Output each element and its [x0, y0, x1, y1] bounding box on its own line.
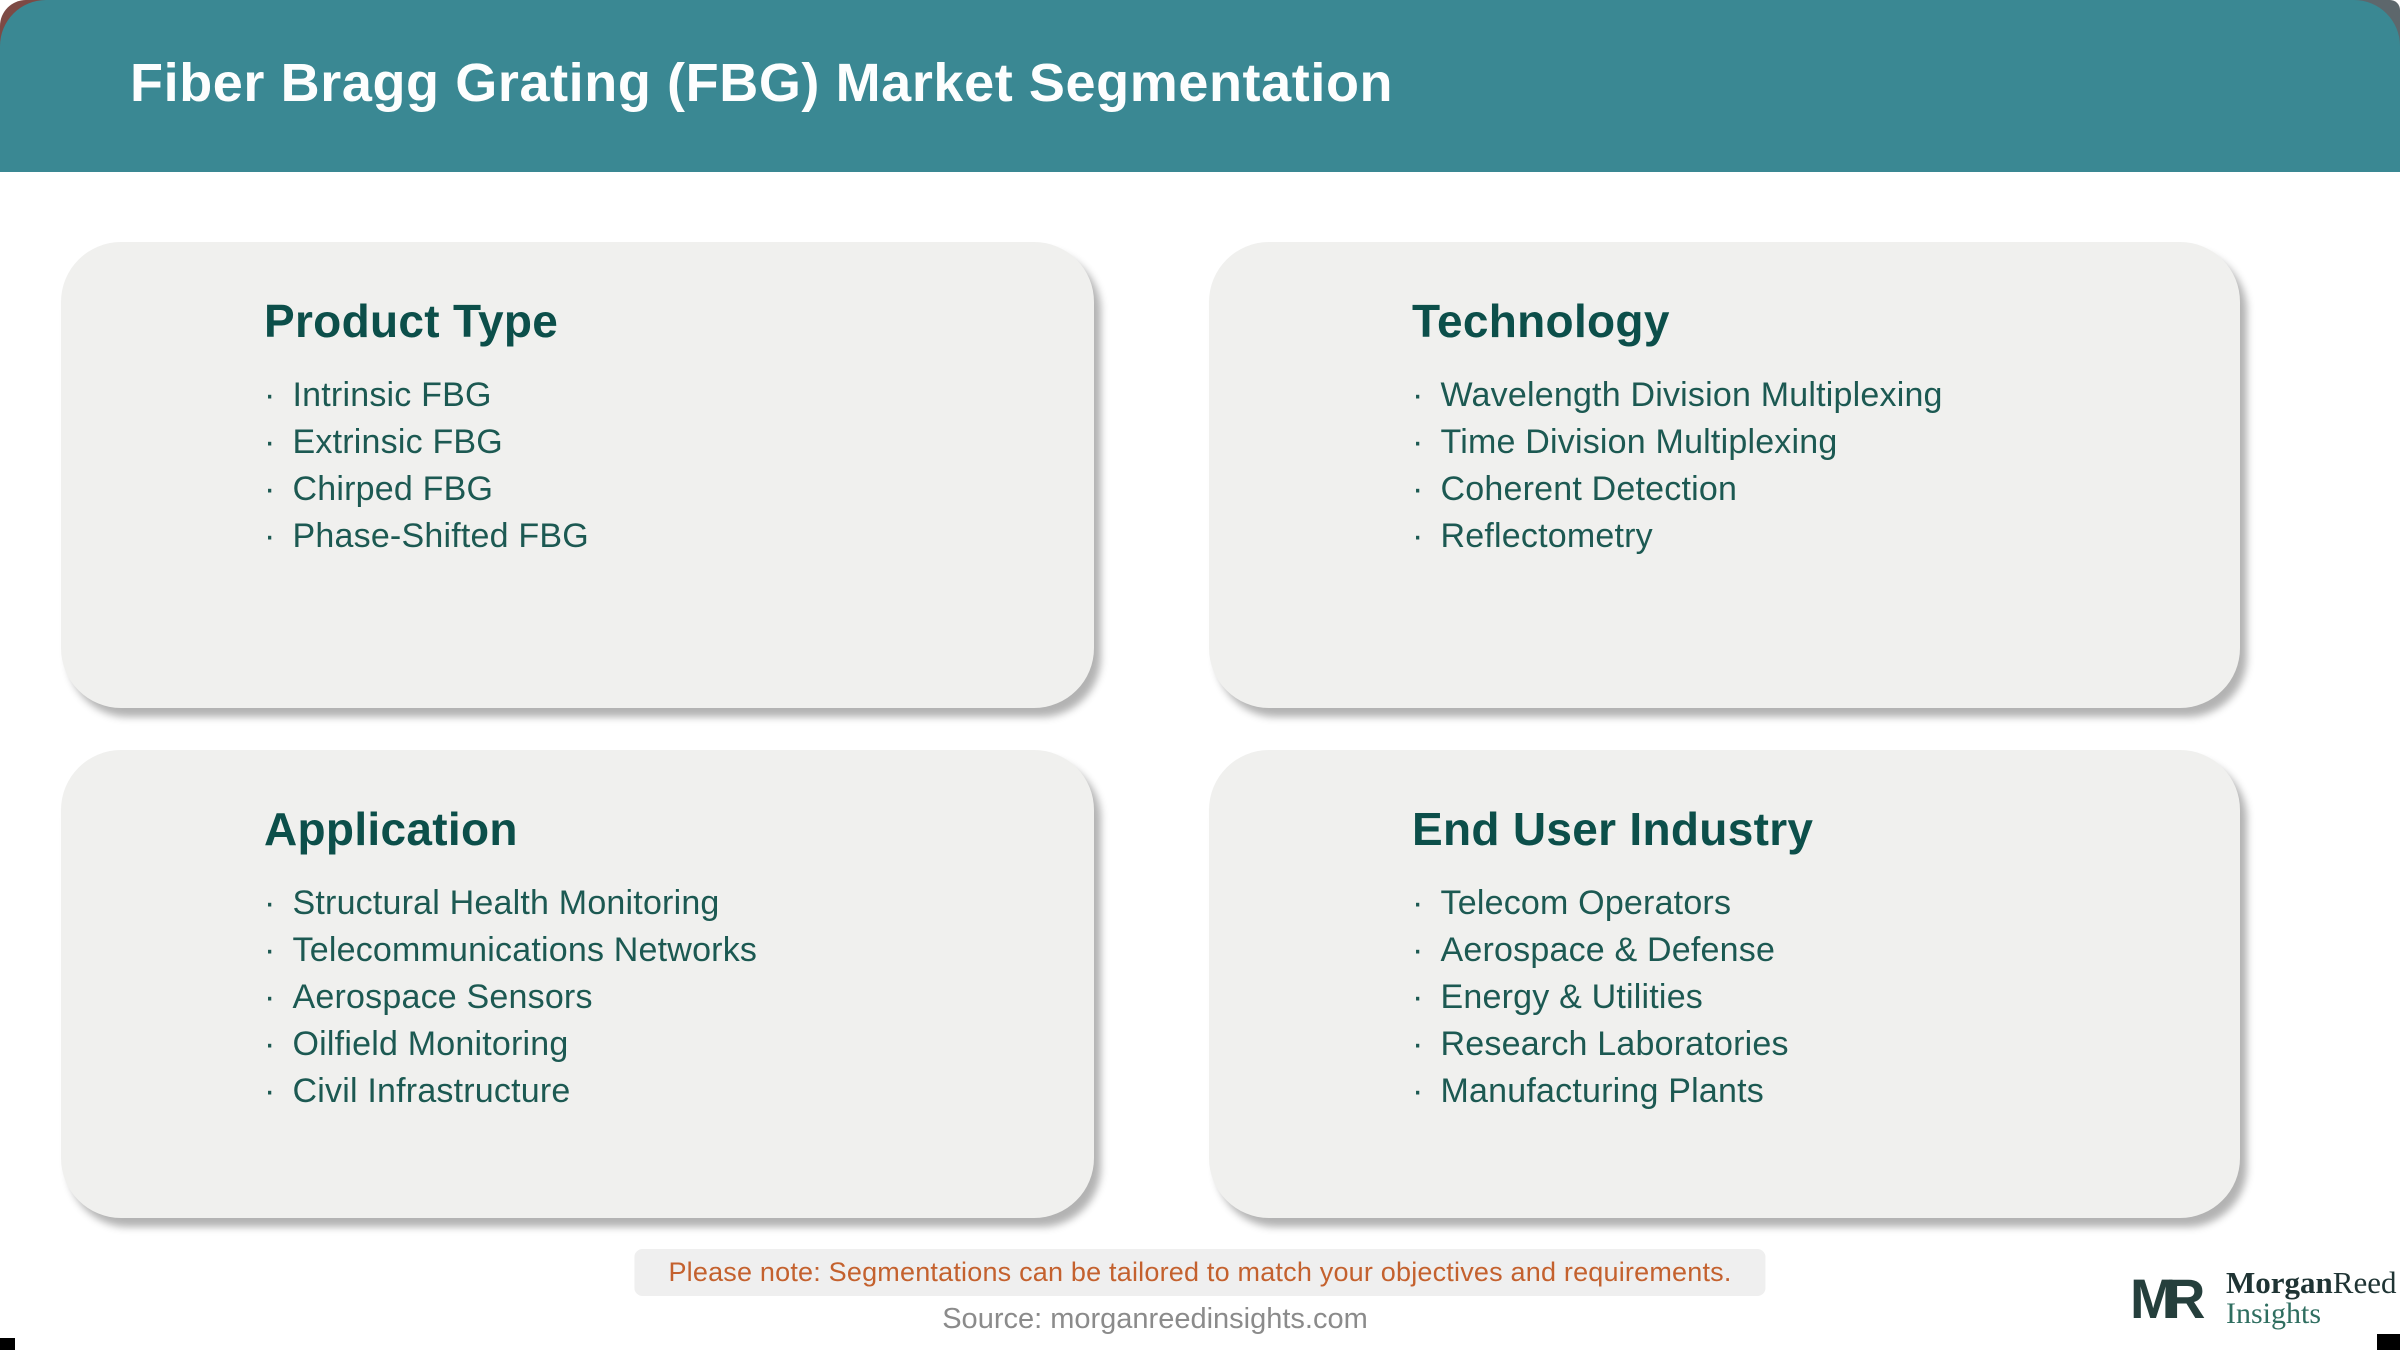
bullet-icon: ·	[1412, 376, 1424, 414]
item-label: Aerospace & Defense	[1440, 931, 1776, 969]
item-label: Manufacturing Plants	[1440, 1072, 1764, 1110]
list-item: · Chirped FBG	[264, 466, 1054, 513]
item-label: Structural Health Monitoring	[292, 884, 720, 922]
list-item: · Civil Infrastructure	[264, 1068, 1054, 1115]
list-item: · Coherent Detection	[1412, 466, 2200, 513]
item-label: Intrinsic FBG	[292, 376, 492, 414]
item-label: Reflectometry	[1440, 517, 1653, 555]
card-title: Product Type	[264, 295, 559, 347]
bullet-icon: ·	[264, 376, 276, 414]
card-title: End User Industry	[1412, 803, 1814, 855]
svg-text:M: M	[2130, 1271, 2176, 1327]
list-item: · Intrinsic FBG	[264, 372, 1054, 419]
item-label: Civil Infrastructure	[292, 1072, 571, 1110]
bullet-icon: ·	[264, 931, 276, 969]
bullet-icon: ·	[1412, 1072, 1424, 1110]
item-label: Telecom Operators	[1440, 884, 1732, 922]
scan-artifact-bottom-left	[0, 1338, 15, 1350]
bullet-icon: ·	[264, 423, 276, 461]
list-item: · Wavelength Division Multiplexing	[1412, 372, 2200, 419]
list-item: · Energy & Utilities	[1412, 974, 2200, 1021]
bullet-icon: ·	[1412, 931, 1424, 969]
card-product-type: Product Type · Intrinsic FBG · Extrinsic F…	[61, 242, 1094, 708]
bullet-icon: ·	[264, 470, 276, 508]
item-label: Telecommunications Networks	[292, 931, 758, 969]
list-item: · Aerospace Sensors	[264, 974, 1054, 1021]
logo-tagline: Insights	[2226, 1297, 2322, 1330]
card-item-list: · Telecom Operators · Aerospace & Defense …	[1412, 880, 2200, 1115]
list-item: · Manufacturing Plants	[1412, 1068, 2200, 1115]
item-label: Time Division Multiplexing	[1440, 423, 1838, 461]
item-label: Coherent Detection	[1440, 470, 1738, 508]
item-label: Oilfield Monitoring	[292, 1025, 569, 1063]
card-application: Application · Structural Health Monitorin…	[61, 750, 1094, 1218]
card-item-list: · Wavelength Division Multiplexing · Time …	[1412, 372, 2200, 560]
item-label: Wavelength Division Multiplexing	[1440, 376, 1943, 414]
list-item: · Telecommunications Networks	[264, 927, 1054, 974]
list-item: · Research Laboratories	[1412, 1021, 2200, 1068]
bullet-icon: ·	[264, 1025, 276, 1063]
bullet-icon: ·	[1412, 470, 1424, 508]
list-item: · Oilfield Monitoring	[264, 1021, 1054, 1068]
note-banner: Please note: Segmentations can be tailor…	[634, 1249, 1766, 1296]
bullet-icon: ·	[1412, 517, 1424, 555]
bullet-icon: ·	[264, 978, 276, 1016]
card-item-list: · Intrinsic FBG · Extrinsic FBG · Chirped F…	[264, 372, 1054, 560]
item-label: Phase-Shifted FBG	[292, 517, 589, 555]
bullet-icon: ·	[1412, 1025, 1424, 1063]
bullet-icon: ·	[264, 884, 276, 922]
source-text: Source: morganreedinsights.com	[942, 1303, 1368, 1335]
logo-wordmark: MorganReed Insights	[2226, 1265, 2397, 1330]
header-bar: Fiber Bragg Grating (FBG) Market Segment…	[0, 0, 2400, 172]
card-title: Technology	[1412, 295, 1670, 347]
list-item: · Reflectometry	[1412, 513, 2200, 560]
item-label: Chirped FBG	[292, 470, 494, 508]
morganreed-monogram-icon: M R	[2130, 1271, 2205, 1327]
card-title: Application	[264, 803, 518, 855]
card-end-user-industry: End User Industry · Telecom Operators · Ae…	[1209, 750, 2240, 1218]
list-item: · Phase-Shifted FBG	[264, 513, 1054, 560]
item-label: Energy & Utilities	[1440, 978, 1703, 1016]
page-title: Fiber Bragg Grating (FBG) Market Segment…	[130, 53, 1394, 113]
bullet-icon: ·	[264, 517, 276, 555]
list-item: · Telecom Operators	[1412, 880, 2200, 927]
bullet-icon: ·	[1412, 978, 1424, 1016]
logo-name: MorganReed	[2226, 1265, 2397, 1300]
bullet-icon: ·	[1412, 423, 1424, 461]
card-technology: Technology · Wavelength Division Multiple…	[1209, 242, 2240, 708]
card-item-list: · Structural Health Monitoring · Telecommu…	[264, 880, 1054, 1115]
scan-artifact-bottom-right	[2377, 1334, 2400, 1350]
item-label: Extrinsic FBG	[292, 423, 503, 461]
list-item: · Aerospace & Defense	[1412, 927, 2200, 974]
list-item: · Extrinsic FBG	[264, 419, 1054, 466]
item-label: Research Laboratories	[1440, 1025, 1789, 1063]
note-text: Please note: Segmentations can be tailor…	[668, 1257, 1732, 1287]
item-label: Aerospace Sensors	[292, 978, 593, 1016]
svg-text:R: R	[2165, 1271, 2205, 1327]
list-item: · Structural Health Monitoring	[264, 880, 1054, 927]
bullet-icon: ·	[264, 1072, 276, 1110]
list-item: · Time Division Multiplexing	[1412, 419, 2200, 466]
bullet-icon: ·	[1412, 884, 1424, 922]
morganreed-logo: M R MorganReed Insights	[2130, 1265, 2397, 1330]
